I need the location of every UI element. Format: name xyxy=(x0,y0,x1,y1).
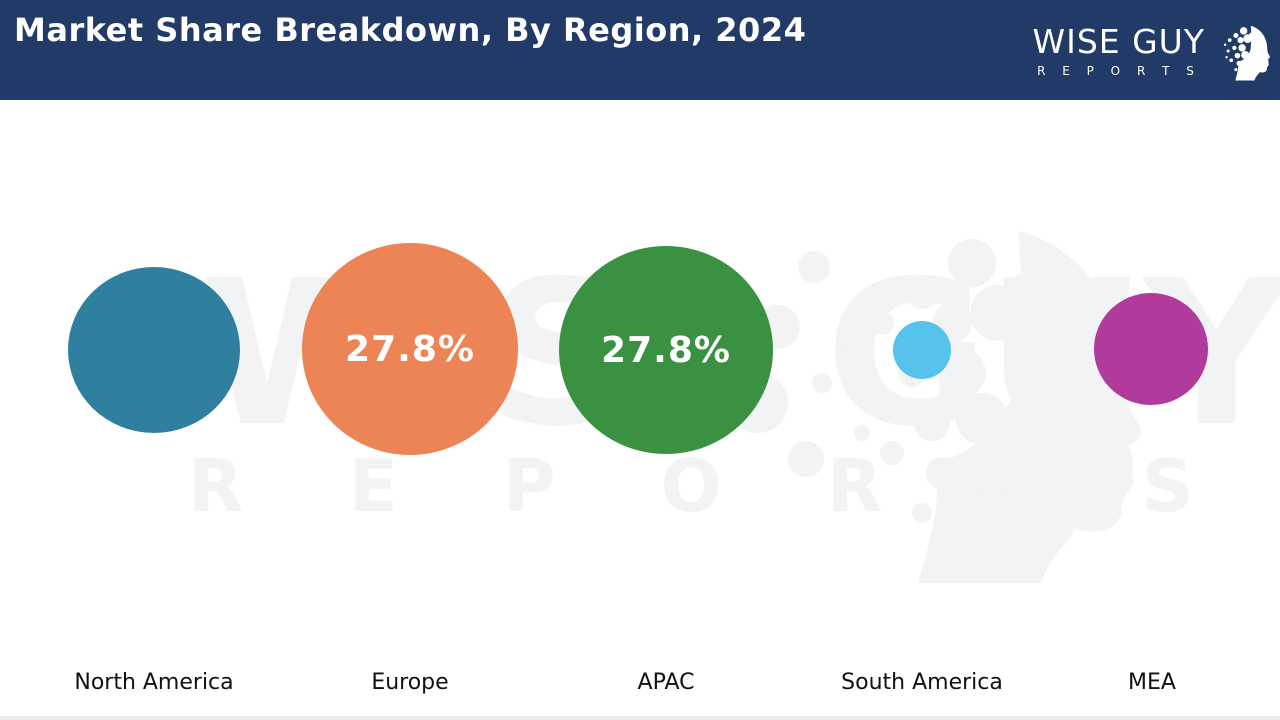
bubble-mea xyxy=(1094,293,1208,405)
watermark-head-icon xyxy=(742,231,1141,583)
page-title: Market Share Breakdown, By Region, 2024 xyxy=(14,11,807,49)
category-label-europe: Europe xyxy=(371,670,449,695)
bottom-edge-strip xyxy=(0,716,1280,720)
category-label-north-america: North America xyxy=(74,670,234,695)
logo-wordmark: WISE GUY xyxy=(1032,22,1205,61)
category-label-apac: APAC xyxy=(637,670,695,695)
logo-text: WISE GUY R E P O R T S xyxy=(1032,22,1205,78)
bubble-value-label-apac: 27.8% xyxy=(601,329,731,371)
category-label-mea: MEA xyxy=(1128,670,1176,695)
logo-head-icon xyxy=(1223,25,1270,81)
bubble-north-america xyxy=(68,267,240,433)
header-bar: Market Share Breakdown, By Region, 2024 … xyxy=(0,0,1280,100)
bubble-value-label-europe: 27.8% xyxy=(345,328,475,370)
bubble-europe: 27.8% xyxy=(302,243,518,455)
wiseguy-logo: WISE GUY R E P O R T S xyxy=(1032,6,1270,96)
chart-area: WISE GUY R E P O R T S 27.8% 27. xyxy=(0,100,1280,716)
logo-subtitle: R E P O R T S xyxy=(1037,64,1201,78)
bubble-apac: 27.8% xyxy=(559,246,773,454)
bubble-south-america xyxy=(893,321,951,379)
category-label-south-america: South America xyxy=(841,670,1003,695)
